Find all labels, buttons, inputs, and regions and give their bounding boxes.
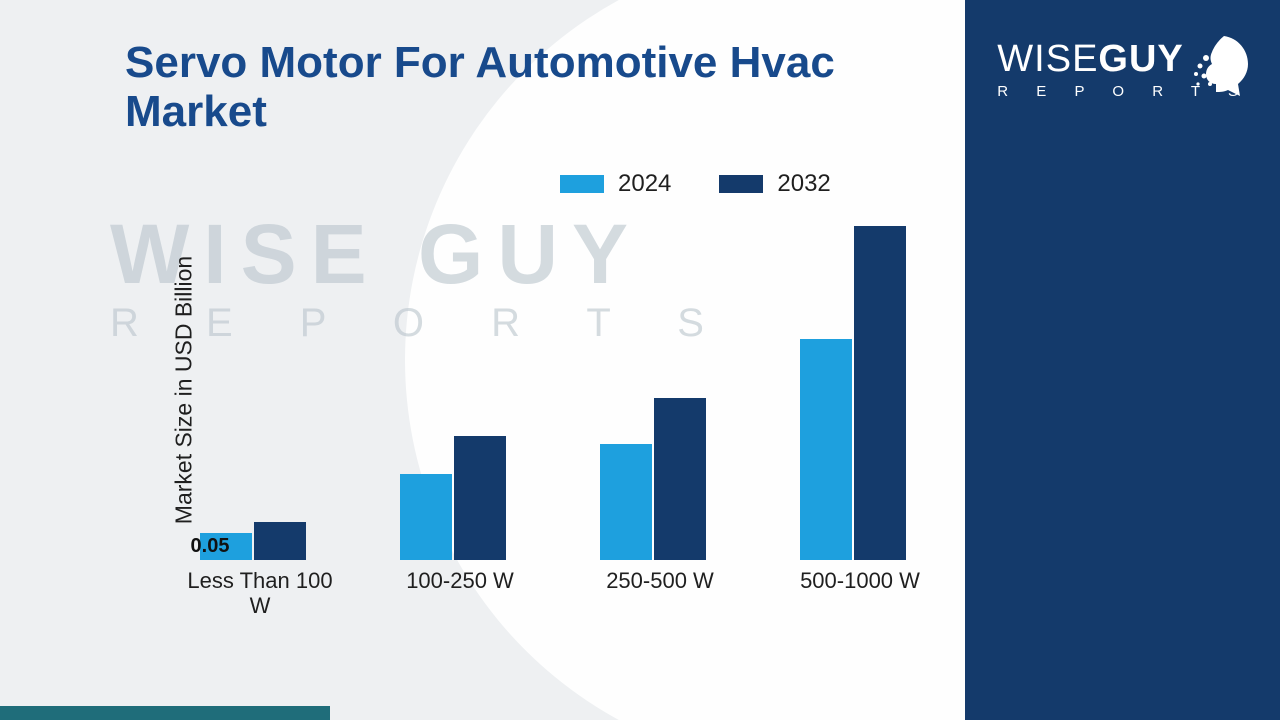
legend-swatch-2024 <box>560 175 604 193</box>
category-label: 500-1000 W <box>780 568 940 593</box>
right-band <box>965 0 1280 720</box>
category-label: Less Than 100 W <box>180 568 340 619</box>
bar <box>654 398 706 560</box>
bar <box>854 226 906 560</box>
bar <box>600 444 652 560</box>
bar-value-label: 0.05 <box>170 535 250 558</box>
legend: 2024 2032 <box>560 170 831 198</box>
brand-head-icon <box>1186 32 1256 102</box>
bar <box>254 522 306 560</box>
brand-logo: WISEGUY R E P O R T S <box>997 38 1250 100</box>
chart-area: 2024 2032 Market Size in USD Billion 0.0… <box>90 170 970 610</box>
page: WISE GUY R E P O R T S WISEGUY R E P O R… <box>0 0 1280 720</box>
bar <box>800 339 852 560</box>
category-label: 250-500 W <box>580 568 740 593</box>
bar <box>400 474 452 560</box>
legend-item-2024: 2024 <box>560 170 671 198</box>
legend-item-2032: 2032 <box>719 170 830 198</box>
plot-area: 0.05Less Than 100 W100-250 W250-500 W500… <box>150 210 970 560</box>
bar <box>454 436 506 560</box>
bottom-strip <box>0 706 330 720</box>
category-label: 100-250 W <box>380 568 540 593</box>
legend-swatch-2032 <box>719 175 763 193</box>
chart-title: Servo Motor For Automotive Hvac Market <box>125 38 865 137</box>
